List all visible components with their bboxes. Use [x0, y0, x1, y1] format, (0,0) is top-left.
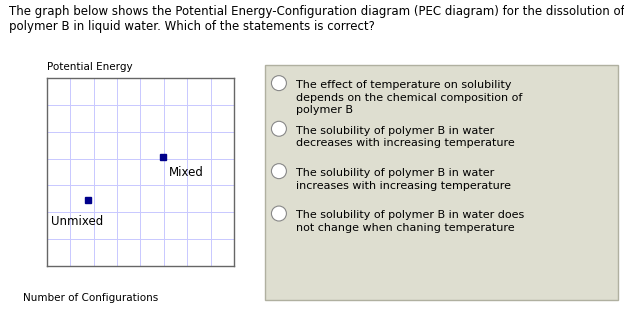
Text: Potential Energy: Potential Energy: [47, 62, 132, 72]
Text: The solubility of polymer B in water does
not change when chaning temperature: The solubility of polymer B in water doe…: [296, 210, 524, 233]
Text: The solubility of polymer B in water
increases with increasing temperature: The solubility of polymer B in water inc…: [296, 168, 511, 191]
Text: The effect of temperature on solubility
depends on the chemical composition of
p: The effect of temperature on solubility …: [296, 80, 522, 115]
Text: Unmixed: Unmixed: [51, 215, 103, 228]
Text: Number of Configurations: Number of Configurations: [23, 293, 158, 304]
Text: The graph below shows the Potential Energy-Configuration diagram (PEC diagram) f: The graph below shows the Potential Ener…: [9, 5, 624, 18]
Text: Mixed: Mixed: [168, 166, 203, 179]
Text: The solubility of polymer B in water
decreases with increasing temperature: The solubility of polymer B in water dec…: [296, 126, 515, 148]
Text: polymer B in liquid water. Which of the statements is correct?: polymer B in liquid water. Which of the …: [9, 20, 375, 33]
